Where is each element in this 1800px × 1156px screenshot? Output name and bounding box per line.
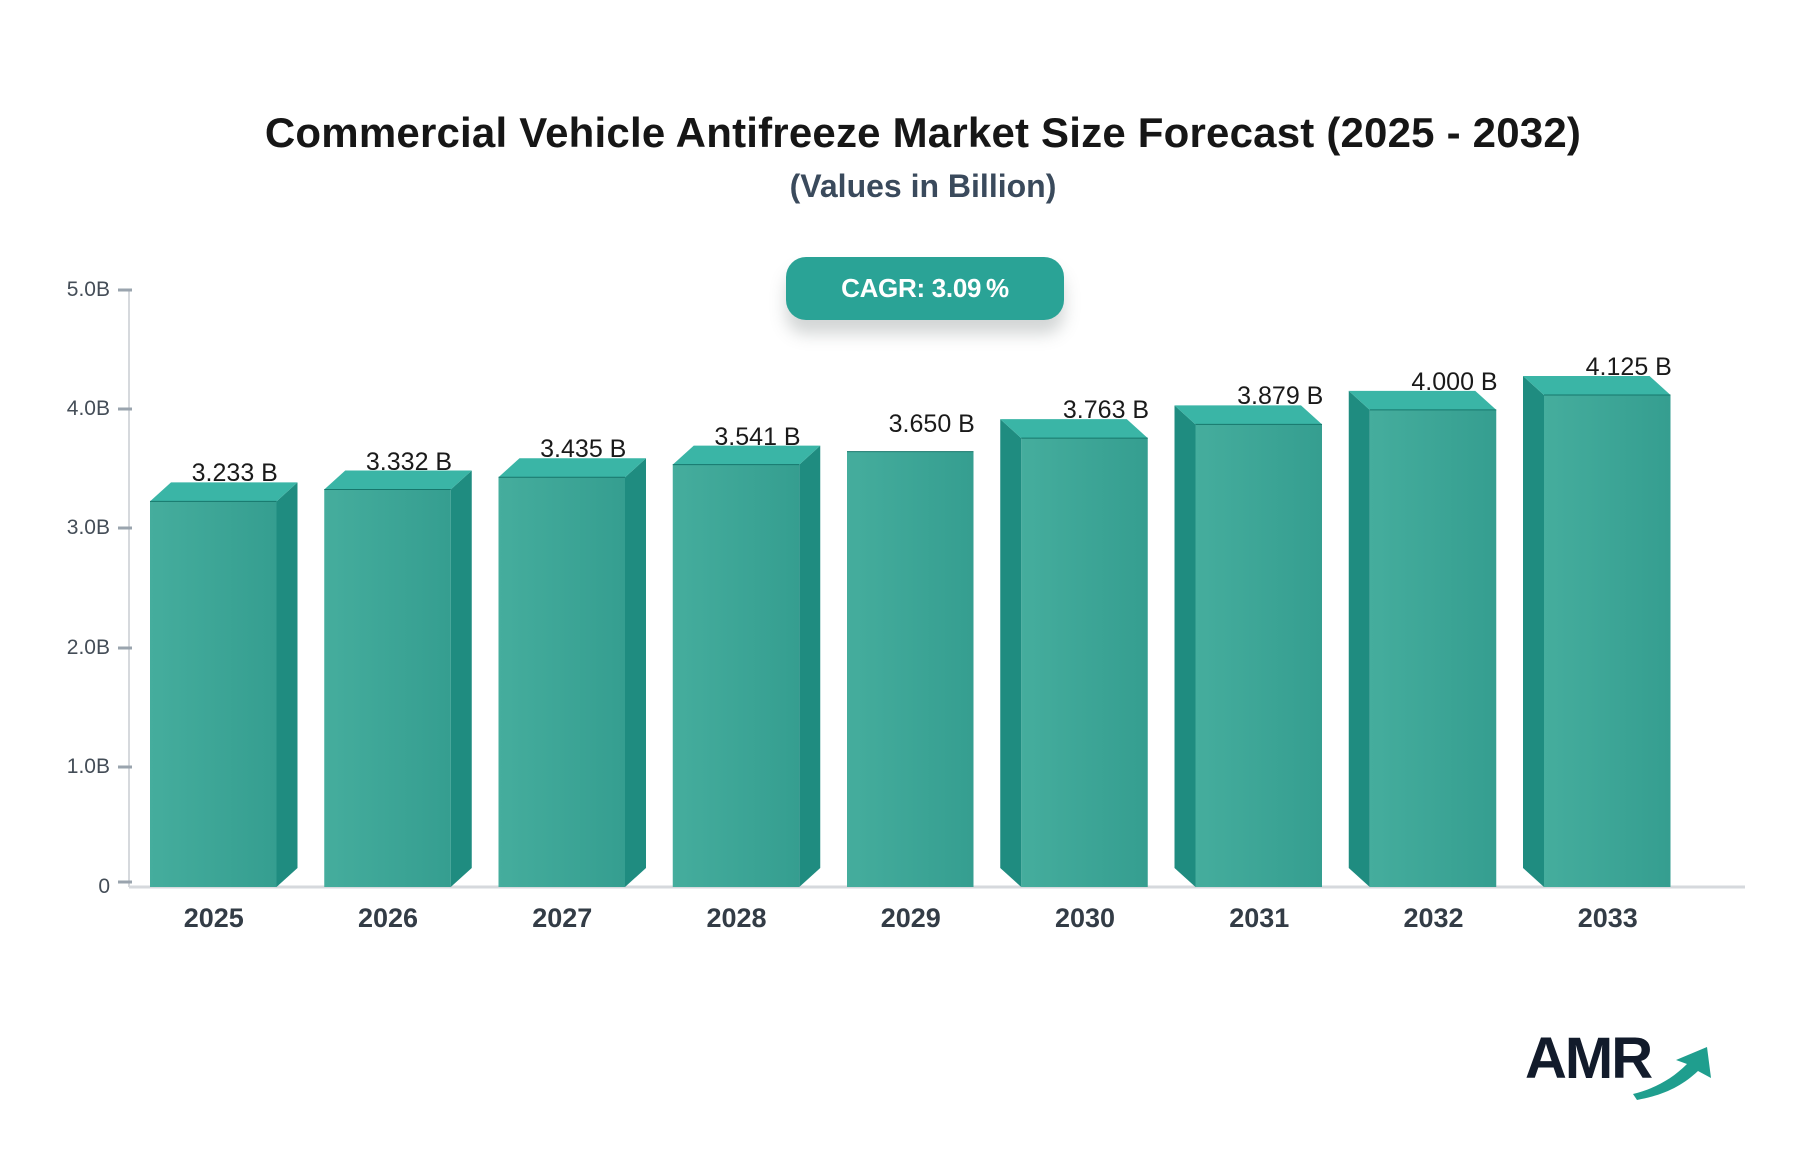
- svg-text:AMR: AMR: [1525, 1030, 1652, 1091]
